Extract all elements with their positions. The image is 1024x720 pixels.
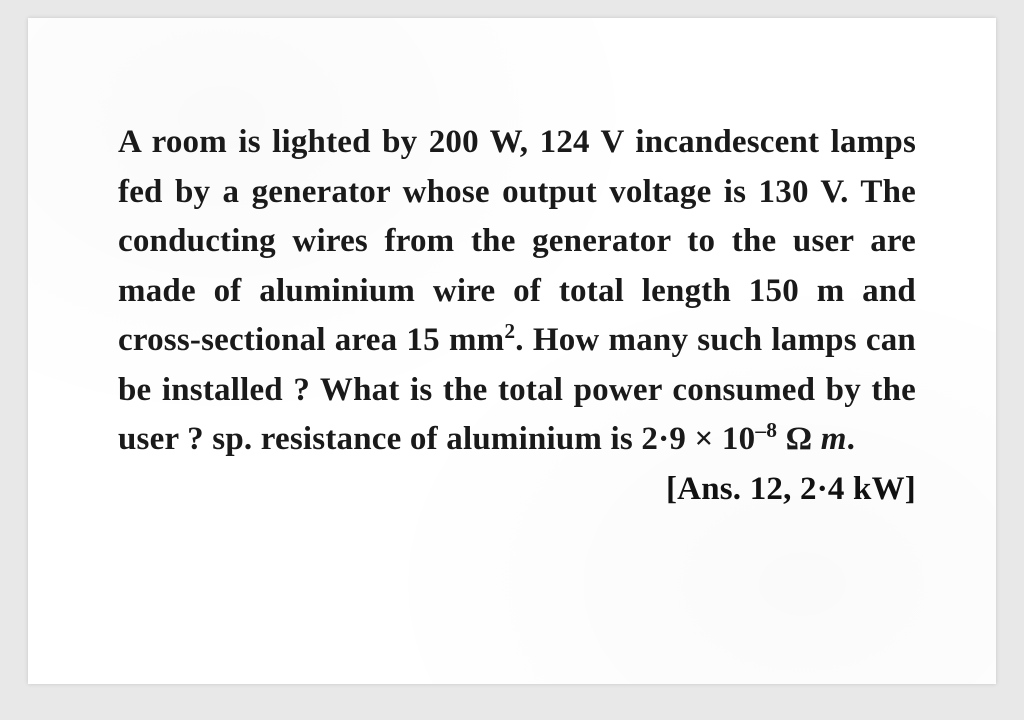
answer-line: [Ans. 12, 2·4 kW] (118, 471, 916, 508)
problem-statement: A room is lighted by 200 W, 124 V incand… (118, 118, 916, 465)
scanned-page: A room is lighted by 200 W, 124 V incand… (28, 18, 996, 684)
